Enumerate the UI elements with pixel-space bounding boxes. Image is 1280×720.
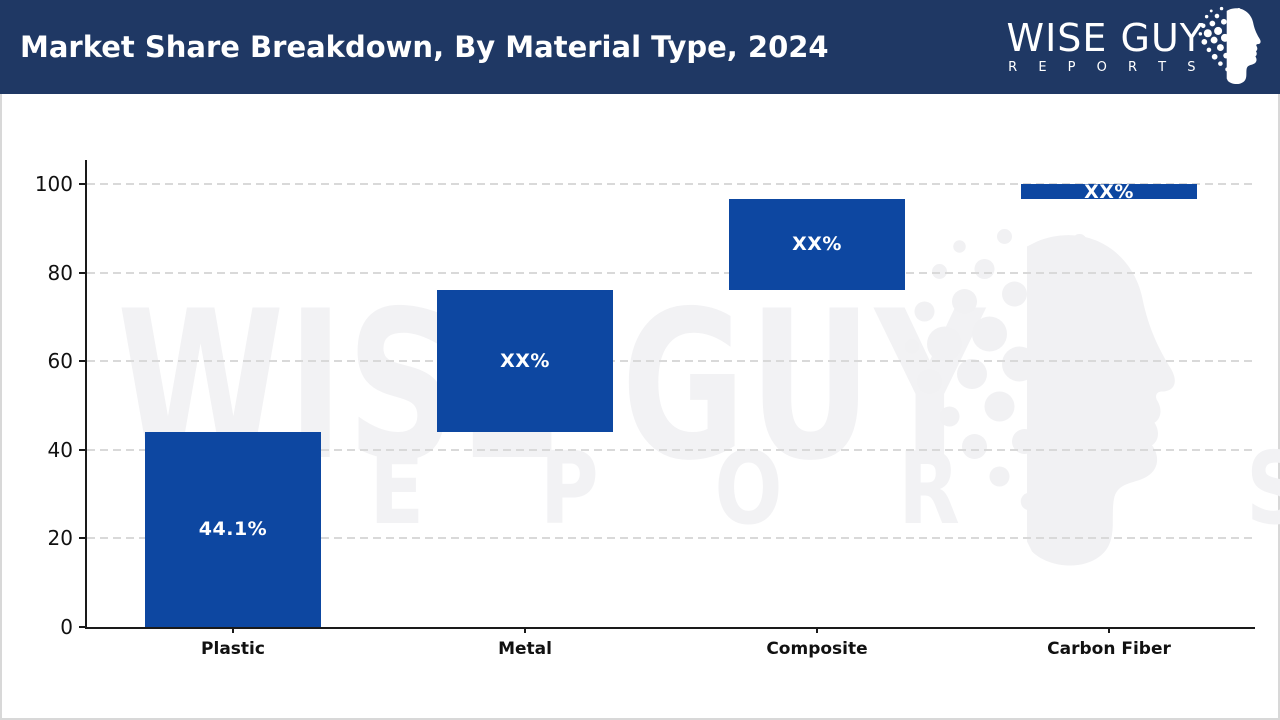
gridline: [87, 271, 1255, 274]
plot-area: WISE GUY R E P O R T S 0 20 40 60 80 100 44.1%…: [35, 160, 1280, 659]
y-tick-mark: [79, 448, 85, 451]
x-axis-line: [85, 627, 1255, 629]
y-tick-mark: [79, 360, 85, 363]
wise-guy-reports-logo: WISE GUY R E P O R T S: [1002, 4, 1270, 90]
gridline: [87, 537, 1255, 540]
x-category-label: Metal: [498, 639, 552, 659]
bar-value-label: 44.1%: [198, 518, 268, 541]
page-title: Market Share Breakdown, By Material Type…: [20, 30, 829, 64]
bar-value-label: XX%: [500, 349, 550, 372]
bar-metal: XX%: [437, 289, 613, 432]
bar-value-label: XX%: [1084, 180, 1134, 203]
x-category-label: Composite: [766, 639, 868, 659]
bar-plastic: 44.1%: [145, 431, 321, 627]
y-tick-mark: [79, 183, 85, 186]
logo-subtitle: R E P O R T S: [1008, 59, 1204, 75]
x-category-label: Carbon Fiber: [1047, 639, 1171, 659]
bar-composite: XX%: [729, 198, 905, 290]
gridline: [87, 360, 1255, 363]
x-tick-mark: [524, 627, 526, 633]
y-tick-mark: [79, 537, 85, 540]
y-tick-label: 80: [47, 260, 73, 285]
x-tick-mark: [232, 627, 234, 633]
gridline: [87, 183, 1255, 186]
y-tick-label: 0: [60, 615, 73, 639]
chart-area: WISE GUY R E P O R T S 0 20 40 60 80 100 44.1%…: [0, 94, 1280, 720]
gridline: [87, 448, 1255, 451]
bar-value-label: XX%: [792, 233, 842, 256]
logo-text: WISE GUY R E P O R T S: [1002, 16, 1204, 75]
y-tick-label: 100: [34, 172, 73, 197]
bar-carbon-fiber: XX%: [1021, 181, 1197, 203]
watermark-head-icon: [904, 229, 1175, 566]
x-tick-mark: [816, 627, 818, 633]
y-axis-line: [85, 160, 87, 629]
x-tick-mark: [1108, 627, 1110, 633]
y-tick-mark: [79, 626, 85, 628]
logo-wordmark: WISE GUY: [1006, 16, 1204, 61]
header-bar: Market Share Breakdown, By Material Type…: [0, 0, 1280, 94]
y-tick-label: 40: [47, 437, 73, 462]
y-tick-mark: [79, 271, 85, 274]
y-tick-label: 20: [47, 526, 73, 551]
y-tick-label: 60: [47, 349, 73, 374]
x-category-label: Plastic: [201, 639, 265, 659]
